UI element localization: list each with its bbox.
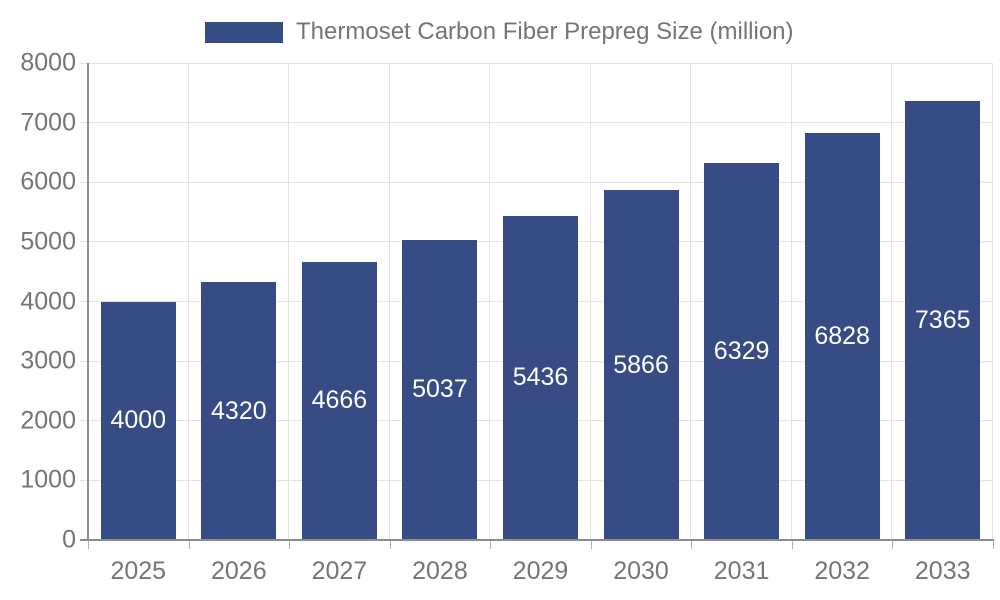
x-axis-tick [791,541,793,549]
y-axis-line [87,63,89,541]
x-axis-tick [993,541,994,549]
x-tick-label: 2027 [311,557,368,585]
y-tick-label: 5000 [20,227,76,256]
bar-value-label: 4000 [110,406,167,435]
bar: 5037 [402,239,478,540]
gridline-vertical [992,63,993,540]
x-axis-line [80,539,994,541]
bar: 5436 [503,215,578,540]
bar-value-label: 5037 [412,375,468,404]
x-axis-tick [691,541,693,549]
bar-value-label: 5436 [512,363,569,392]
y-tick-label: 6000 [20,167,76,196]
x-axis-tick [490,541,492,549]
legend-label: Thermoset Carbon Fiber Prepreg Size (mil… [296,18,794,45]
gridline-horizontal [80,62,993,64]
plot-area: 4000 4320 4666 5037 5436 5866 6329 6828 7365 [80,62,993,540]
bar: 6329 [704,162,780,540]
bar-value-label: 6329 [713,336,770,365]
bar-value-label: 5866 [613,350,669,379]
x-tick-label: 2026 [211,557,267,585]
gridline-vertical [489,63,491,540]
x-tick-label: 2025 [110,557,167,585]
y-tick-label: 4000 [20,287,76,315]
bar: 5866 [603,190,679,540]
gridline-vertical [388,63,390,540]
y-tick-label: 1000 [20,465,76,494]
y-tick-label: 3000 [20,346,76,375]
gridline-vertical [589,63,591,540]
x-axis-tick [590,541,592,549]
gridline-vertical [790,63,792,540]
y-tick-label: 0 [62,525,76,554]
y-tick-label: 7000 [20,108,76,137]
gridline-vertical [690,63,692,540]
legend: Thermoset Carbon Fiber Prepreg Size (mil… [205,18,794,46]
bar: 6828 [804,132,880,540]
x-axis-tick [389,541,391,549]
bar-value-label: 4320 [211,396,267,425]
bar: 4320 [201,282,277,540]
gridline-horizontal [80,122,993,124]
x-axis-tick [88,541,89,549]
x-tick-label: 2031 [713,557,770,585]
x-tick-label: 2029 [512,557,569,585]
legend-swatch [205,21,283,43]
x-axis-tick [188,541,190,549]
gridline-vertical [187,63,189,540]
bar: 7365 [905,100,981,540]
gridline-horizontal [80,181,993,183]
bar: 4000 [100,301,176,540]
x-tick-label: 2032 [814,557,870,585]
bar-value-label: 7365 [914,305,971,334]
x-tick-label: 2028 [412,557,468,585]
y-axis-labels: 0 1000 2000 3000 4000 5000 6000 7000 8000 [0,49,76,554]
bar: 4666 [301,261,377,540]
x-tick-label: 2030 [613,557,669,585]
y-tick-label: 2000 [20,406,76,435]
x-axis-labels: 2025 2026 2027 2028 2029 2030 2031 2032 2033 [88,556,993,586]
gridline-vertical [891,63,893,540]
x-tick-label: 2033 [914,557,971,585]
y-tick-label: 8000 [20,48,76,77]
x-axis-tick [289,541,291,549]
gridline-vertical [288,63,290,540]
x-axis-tick [892,541,894,549]
bar-value-label: 6828 [814,321,870,350]
bar-value-label: 4666 [311,386,368,415]
